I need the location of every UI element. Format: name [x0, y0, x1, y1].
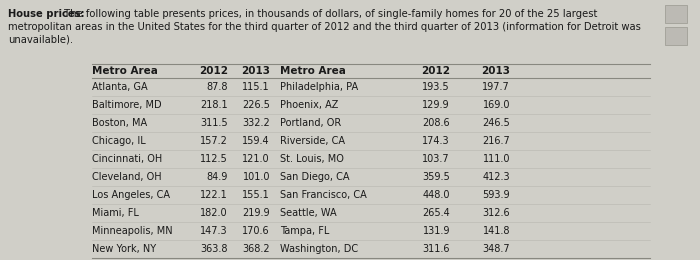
Text: Tampa, FL: Tampa, FL — [280, 226, 330, 236]
Text: 363.8: 363.8 — [200, 244, 228, 254]
Text: 147.3: 147.3 — [200, 226, 228, 236]
Text: unavailable).: unavailable). — [8, 35, 73, 45]
Text: 448.0: 448.0 — [423, 190, 450, 200]
Text: Los Angeles, CA: Los Angeles, CA — [92, 190, 170, 200]
Text: 159.4: 159.4 — [242, 136, 270, 146]
Text: 112.5: 112.5 — [200, 154, 228, 164]
Text: New York, NY: New York, NY — [92, 244, 156, 254]
Text: 332.2: 332.2 — [242, 118, 270, 128]
Text: Metro Area: Metro Area — [92, 66, 158, 76]
Text: 121.0: 121.0 — [242, 154, 270, 164]
Text: Boston, MA: Boston, MA — [92, 118, 147, 128]
Text: Chicago, IL: Chicago, IL — [92, 136, 146, 146]
Text: Baltimore, MD: Baltimore, MD — [92, 100, 162, 110]
Text: Metro Area: Metro Area — [280, 66, 346, 76]
Text: 311.5: 311.5 — [200, 118, 228, 128]
Text: 312.6: 312.6 — [482, 208, 510, 218]
Text: St. Louis, MO: St. Louis, MO — [280, 154, 344, 164]
Text: San Diego, CA: San Diego, CA — [280, 172, 349, 182]
Text: Miami, FL: Miami, FL — [92, 208, 139, 218]
Text: Atlanta, GA: Atlanta, GA — [92, 82, 148, 92]
Text: 169.0: 169.0 — [482, 100, 510, 110]
Text: Cleveland, OH: Cleveland, OH — [92, 172, 162, 182]
Text: San Francisco, CA: San Francisco, CA — [280, 190, 367, 200]
Text: 246.5: 246.5 — [482, 118, 510, 128]
Bar — [665, 5, 687, 23]
Bar — [665, 27, 687, 45]
Text: 197.7: 197.7 — [482, 82, 510, 92]
Text: 84.9: 84.9 — [206, 172, 228, 182]
Text: 2013: 2013 — [241, 66, 270, 76]
Text: 2012: 2012 — [421, 66, 450, 76]
Text: 141.8: 141.8 — [482, 226, 510, 236]
Text: 368.2: 368.2 — [242, 244, 270, 254]
Text: 265.4: 265.4 — [422, 208, 450, 218]
Text: 226.5: 226.5 — [242, 100, 270, 110]
Text: 218.1: 218.1 — [200, 100, 228, 110]
Text: 359.5: 359.5 — [422, 172, 450, 182]
Text: 87.8: 87.8 — [206, 82, 228, 92]
Text: Philadelphia, PA: Philadelphia, PA — [280, 82, 358, 92]
Text: 193.5: 193.5 — [422, 82, 450, 92]
Text: 2012: 2012 — [199, 66, 228, 76]
Text: 219.9: 219.9 — [242, 208, 270, 218]
Text: 157.2: 157.2 — [200, 136, 228, 146]
Text: 101.0: 101.0 — [242, 172, 270, 182]
Text: Minneapolis, MN: Minneapolis, MN — [92, 226, 173, 236]
Text: Portland, OR: Portland, OR — [280, 118, 342, 128]
Text: 170.6: 170.6 — [242, 226, 270, 236]
Text: 122.1: 122.1 — [200, 190, 228, 200]
Text: 216.7: 216.7 — [482, 136, 510, 146]
Text: 155.1: 155.1 — [242, 190, 270, 200]
Text: 115.1: 115.1 — [242, 82, 270, 92]
Text: Riverside, CA: Riverside, CA — [280, 136, 345, 146]
Text: The following table presents prices, in thousands of dollars, of single-family h: The following table presents prices, in … — [61, 9, 597, 19]
Text: 348.7: 348.7 — [482, 244, 510, 254]
Text: 131.9: 131.9 — [423, 226, 450, 236]
Text: Cincinnati, OH: Cincinnati, OH — [92, 154, 162, 164]
Text: metropolitan areas in the United States for the third quarter of 2012 and the th: metropolitan areas in the United States … — [8, 22, 641, 32]
Text: Seattle, WA: Seattle, WA — [280, 208, 337, 218]
Text: 593.9: 593.9 — [482, 190, 510, 200]
Text: 412.3: 412.3 — [482, 172, 510, 182]
Text: 103.7: 103.7 — [422, 154, 450, 164]
Text: 2013: 2013 — [481, 66, 510, 76]
Text: 111.0: 111.0 — [482, 154, 510, 164]
Text: Phoenix, AZ: Phoenix, AZ — [280, 100, 338, 110]
Text: 129.9: 129.9 — [422, 100, 450, 110]
Text: 208.6: 208.6 — [422, 118, 450, 128]
Text: Washington, DC: Washington, DC — [280, 244, 358, 254]
Text: House prices:: House prices: — [8, 9, 85, 19]
Text: 182.0: 182.0 — [200, 208, 228, 218]
Text: 174.3: 174.3 — [422, 136, 450, 146]
Text: 311.6: 311.6 — [423, 244, 450, 254]
